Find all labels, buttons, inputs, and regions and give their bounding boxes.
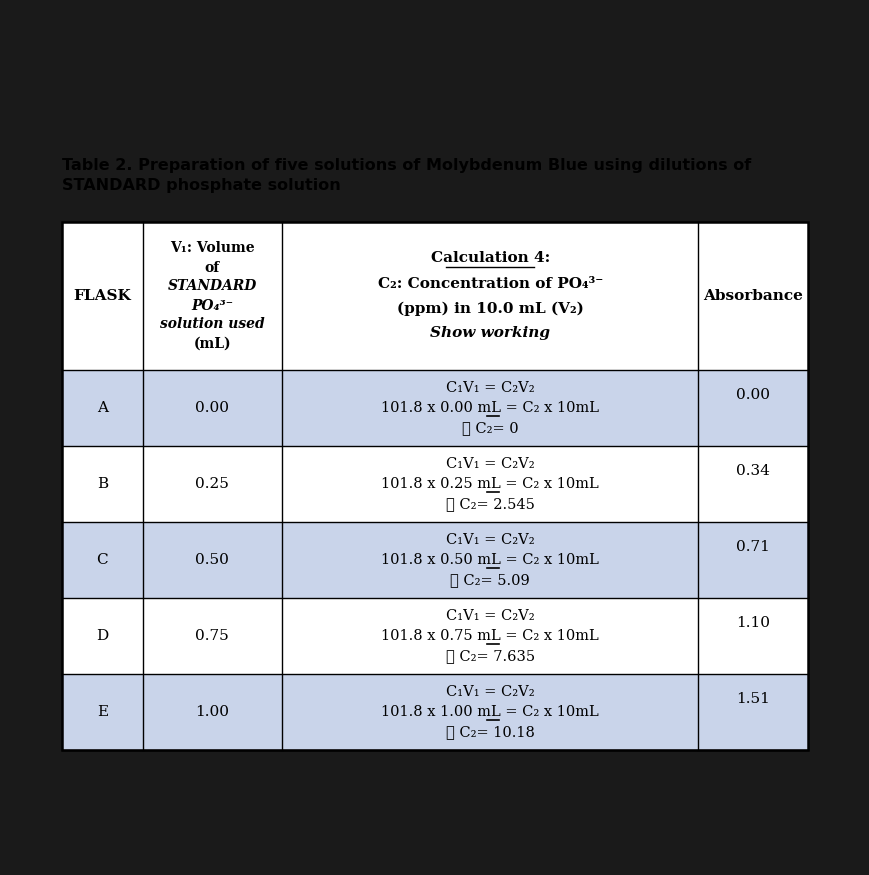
Text: C₁V₁ = C₂V₂: C₁V₁ = C₂V₂ (446, 609, 534, 623)
Bar (62, 222, 807, 750)
Text: D: D (96, 629, 109, 643)
Bar (62, 446, 807, 522)
Text: C₁V₁ = C₂V₂: C₁V₁ = C₂V₂ (446, 533, 534, 547)
Text: B: B (96, 477, 108, 491)
Text: solution used: solution used (160, 318, 264, 332)
Text: (mL): (mL) (193, 337, 231, 351)
Text: ∴ C₂= 0: ∴ C₂= 0 (461, 421, 518, 435)
Text: ∴ C₂= 10.18: ∴ C₂= 10.18 (445, 725, 534, 739)
Bar (62, 222, 807, 370)
Text: 0.00: 0.00 (196, 401, 229, 415)
Text: C: C (96, 553, 108, 567)
Text: of: of (204, 261, 220, 275)
Text: 101.8 x 0.75 mL = C₂ x 10mL: 101.8 x 0.75 mL = C₂ x 10mL (381, 629, 599, 643)
Text: E: E (96, 705, 108, 719)
Bar (62, 370, 807, 446)
Bar (62, 598, 807, 674)
Text: Absorbance: Absorbance (702, 289, 802, 303)
Text: 101.8 x 1.00 mL = C₂ x 10mL: 101.8 x 1.00 mL = C₂ x 10mL (381, 705, 599, 719)
Text: A: A (96, 401, 108, 415)
Text: 101.8 x 0.00 mL = C₂ x 10mL: 101.8 x 0.00 mL = C₂ x 10mL (381, 401, 599, 415)
Text: 1.10: 1.10 (735, 616, 769, 630)
Text: 0.34: 0.34 (735, 464, 769, 478)
Text: 101.8 x 0.25 mL = C₂ x 10mL: 101.8 x 0.25 mL = C₂ x 10mL (381, 477, 599, 491)
Text: 101.8 x 0.50 mL = C₂ x 10mL: 101.8 x 0.50 mL = C₂ x 10mL (381, 553, 599, 567)
Text: 1.51: 1.51 (735, 692, 769, 706)
Bar (62, 522, 807, 598)
Text: 0.25: 0.25 (196, 477, 229, 491)
Text: ∴ C₂= 2.545: ∴ C₂= 2.545 (445, 497, 534, 511)
Text: Calculation 4:: Calculation 4: (430, 251, 549, 265)
Text: Show working: Show working (429, 326, 549, 340)
Text: PO₄³⁻: PO₄³⁻ (191, 298, 233, 312)
Text: C₁V₁ = C₂V₂: C₁V₁ = C₂V₂ (446, 381, 534, 395)
Bar (62, 222, 807, 750)
Text: (ppm) in 10.0 mL (V₂): (ppm) in 10.0 mL (V₂) (396, 301, 583, 316)
Bar (62, 674, 807, 750)
Text: ∴ C₂= 5.09: ∴ C₂= 5.09 (450, 573, 529, 587)
Text: V₁: Volume: V₁: Volume (169, 242, 255, 256)
Text: ∴ C₂= 7.635: ∴ C₂= 7.635 (445, 649, 534, 663)
Text: STANDARD: STANDARD (168, 279, 256, 293)
Text: Table 2. Preparation of five solutions of Molybdenum Blue using dilutions of: Table 2. Preparation of five solutions o… (62, 158, 751, 173)
Text: C₁V₁ = C₂V₂: C₁V₁ = C₂V₂ (446, 685, 534, 699)
Text: 0.75: 0.75 (196, 629, 229, 643)
Text: 1.00: 1.00 (196, 705, 229, 719)
Text: FLASK: FLASK (73, 289, 131, 303)
Text: C₁V₁ = C₂V₂: C₁V₁ = C₂V₂ (446, 457, 534, 471)
Text: 0.50: 0.50 (196, 553, 229, 567)
Text: 0.71: 0.71 (735, 540, 769, 554)
Text: C₂: Concentration of PO₄³⁻: C₂: Concentration of PO₄³⁻ (377, 276, 602, 290)
Text: STANDARD phosphate solution: STANDARD phosphate solution (62, 178, 341, 193)
Text: 0.00: 0.00 (735, 388, 769, 402)
